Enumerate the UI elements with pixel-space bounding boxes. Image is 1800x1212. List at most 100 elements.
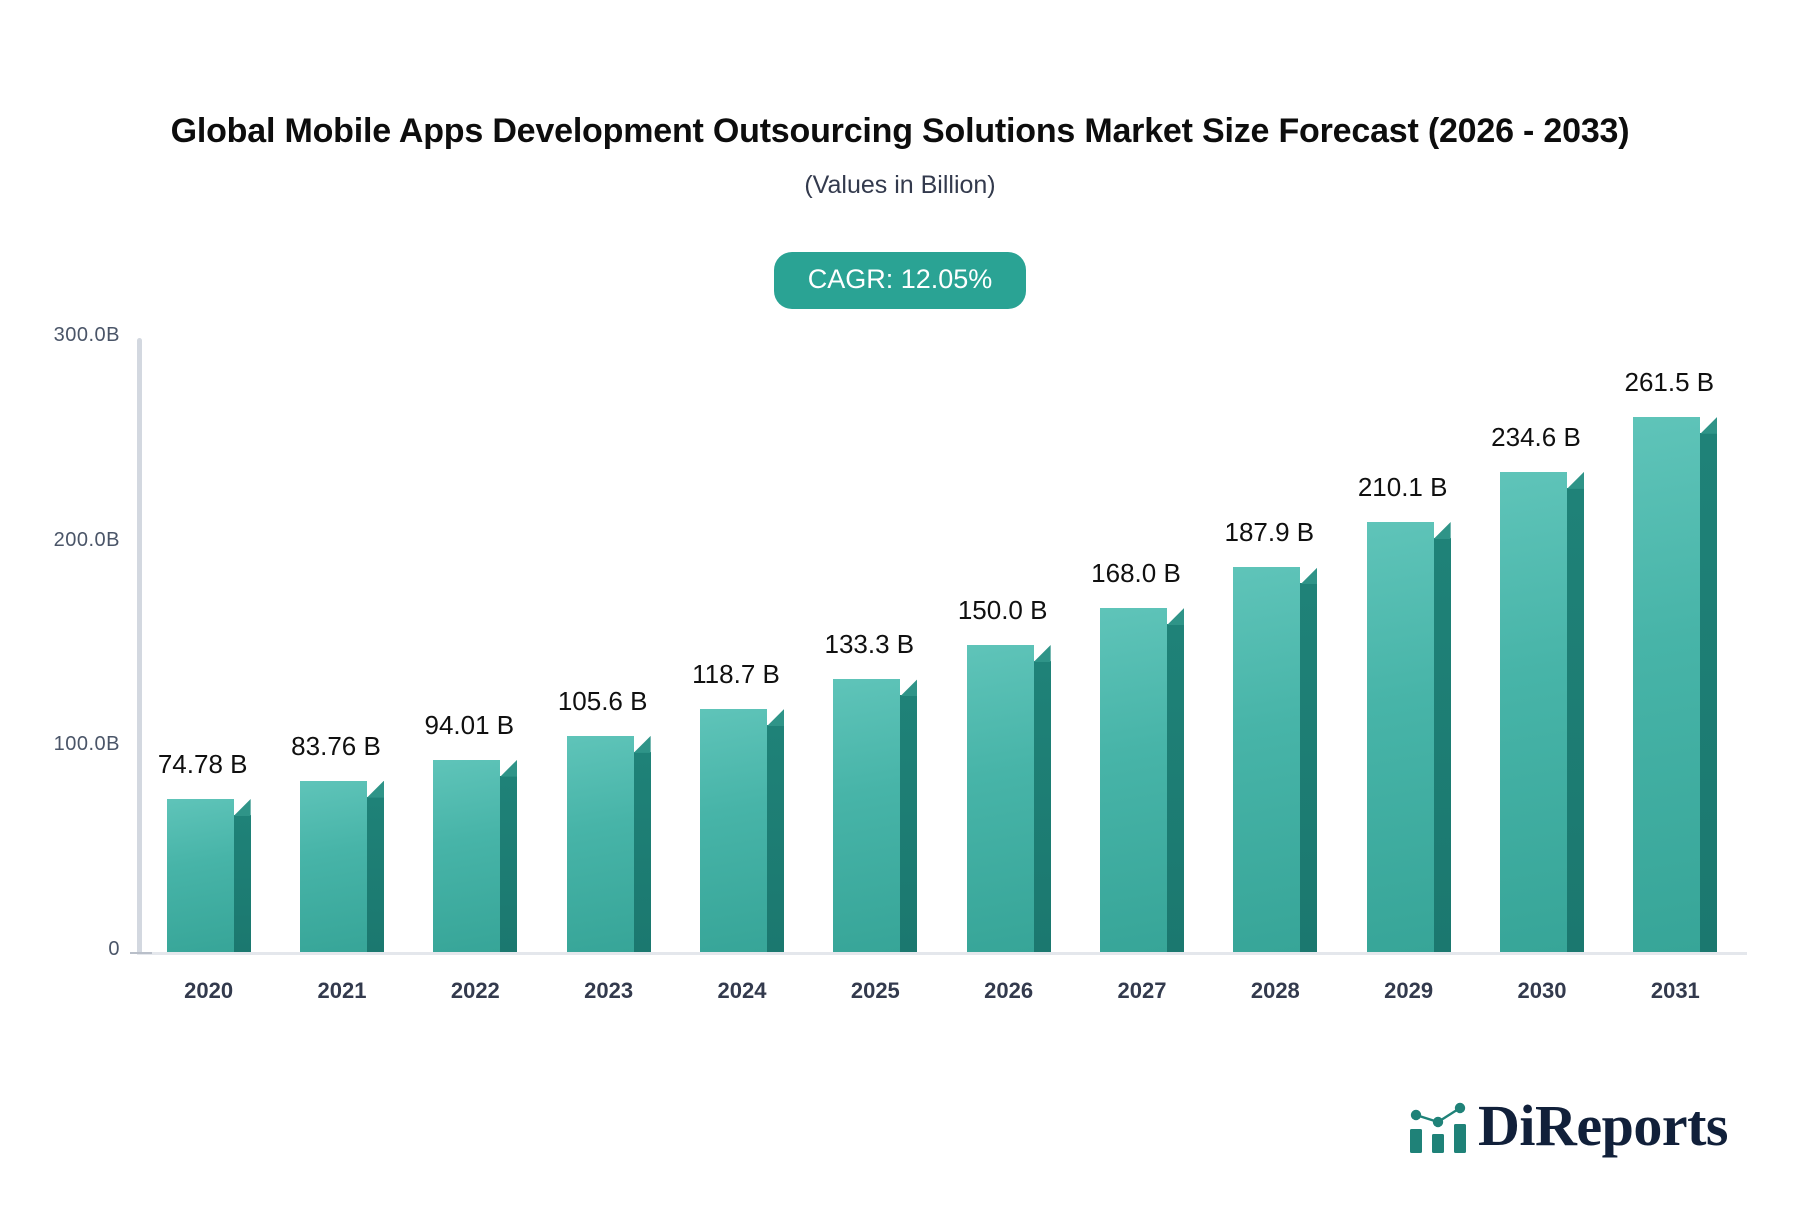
bar[interactable] [833,679,918,952]
bar-top-face [1167,608,1184,626]
bar-value-label: 105.6 B [557,685,648,716]
bar-value-label: 210.1 B [1357,471,1448,502]
bar-value-label: 168.0 B [1091,558,1181,589]
x-axis-tick-label: 2024 [717,978,767,1003]
x-axis-tick-label: 2031 [1650,978,1700,1003]
bar-column[interactable] [1633,330,1718,955]
bar-column[interactable] [433,330,518,955]
bar[interactable] [433,759,518,952]
x-axis-tick-label: 2022 [450,978,500,1003]
bar-side-face [500,775,518,952]
direports-logo: DiReports [1408,1093,1729,1159]
bar-top-face [1300,567,1318,585]
plot-area: 0 100.0B 200.0B 300.0B 74.78 B 83.76 B 94.01 … [0,324,1800,1003]
bar-value-label: 94.01 B [424,709,515,740]
bar-value-label: 74.78 B [157,748,248,779]
bar-column[interactable] [1366,330,1451,955]
x-axis-tick-label: 2029 [1384,978,1434,1003]
bar[interactable] [1100,608,1184,952]
bar-value-label: 234.6 B [1491,421,1581,452]
status-badge: CAGR: 12.05% [773,252,1027,309]
x-axis-line [137,952,1747,955]
bar-side-face [900,695,918,952]
bar-front-face [1100,608,1167,952]
bar-side-face [233,814,251,952]
bar-top-face [633,735,651,753]
title-block: Global Mobile Apps Development Outsourci… [0,108,1800,200]
bar-value-label: 187.9 B [1224,517,1315,548]
logo-text: DiReports [1477,1093,1729,1159]
x-axis-tick-label: 2021 [317,978,367,1003]
x-axis-tick-label: 2020 [184,978,234,1003]
bar-column[interactable] [966,330,1051,955]
bar-series: 74.78 B 83.76 B 94.01 B 105.6 B 118.7 B 133.3… [142,330,1742,955]
y-axis-tick-label: 200.0B [53,528,120,551]
bar[interactable] [1366,522,1451,952]
bar-top-face [233,798,251,816]
bar-top-face [900,679,918,697]
bar-top-face [367,780,384,798]
bar-side-face [367,796,384,952]
bar-front-face [1233,567,1301,952]
bar-top-face [1700,416,1718,434]
bar-side-face [633,751,651,952]
bar[interactable] [966,645,1051,952]
bar-column[interactable] [300,330,384,955]
bar-top-face [1433,522,1451,539]
bar-value-label: 261.5 B [1624,366,1715,397]
bar-side-face [1700,432,1718,952]
bar-front-face [700,709,767,952]
bar-column[interactable] [1100,330,1184,955]
bar[interactable] [1500,471,1584,952]
x-axis-tick-label: 2025 [850,978,900,1003]
bar-column[interactable] [1233,330,1318,955]
cagr-badge-container: CAGR: 12.05% [0,252,1800,309]
bar-side-face [1167,624,1184,952]
bar[interactable] [300,780,384,952]
bar-front-face [1500,471,1567,952]
bar-column[interactable] [1500,330,1584,955]
bar-front-face [833,679,901,952]
x-axis-tick-label: 2026 [984,978,1034,1003]
bar[interactable] [166,798,251,952]
bar-side-face [1567,487,1584,952]
bar-top-face [1567,471,1584,489]
bar-value-label: 118.7 B [692,659,780,690]
y-axis-tick-label: 0 [108,938,120,960]
bar-side-face [1033,661,1051,952]
bar-value-label: 150.0 B [957,595,1048,625]
bar-side-face [1300,583,1318,952]
y-axis-line [137,338,142,955]
bar-column[interactable] [166,330,251,955]
bar-top-face [767,709,784,727]
bar-front-face [433,759,501,952]
x-axis-tick-label: 2023 [584,978,634,1003]
bar-column[interactable] [700,330,784,955]
bar-front-face [166,798,234,952]
y-axis-tick-label: 100.0B [53,733,120,756]
bar[interactable] [1633,416,1718,952]
bar-front-face [966,645,1034,952]
bar-value-label: 83.76 B [291,730,381,761]
x-axis-tick-label: 2030 [1517,978,1567,1003]
page-title: Global Mobile Apps Development Outsourci… [170,112,1630,150]
bar-top-face [500,759,518,777]
bar-column[interactable] [833,330,918,955]
bar-chart-icon [1409,1102,1466,1153]
x-axis-tick-label: 2027 [1117,978,1167,1003]
y-axis-tick-mark [130,952,152,954]
y-axis-tick-label: 300.0B [53,324,120,346]
bar-column[interactable] [566,330,651,955]
bar-side-face [1433,538,1451,952]
bar-front-face [1633,416,1701,952]
bar[interactable] [1233,567,1318,952]
x-axis-tick-label: 2028 [1250,978,1300,1003]
bar-top-face [1033,645,1051,662]
bar[interactable] [700,709,784,952]
bar-value-label: 133.3 B [824,629,915,660]
bar-front-face [300,780,367,952]
bar-side-face [767,725,784,952]
bar-front-face [566,735,634,952]
bar[interactable] [566,735,651,952]
